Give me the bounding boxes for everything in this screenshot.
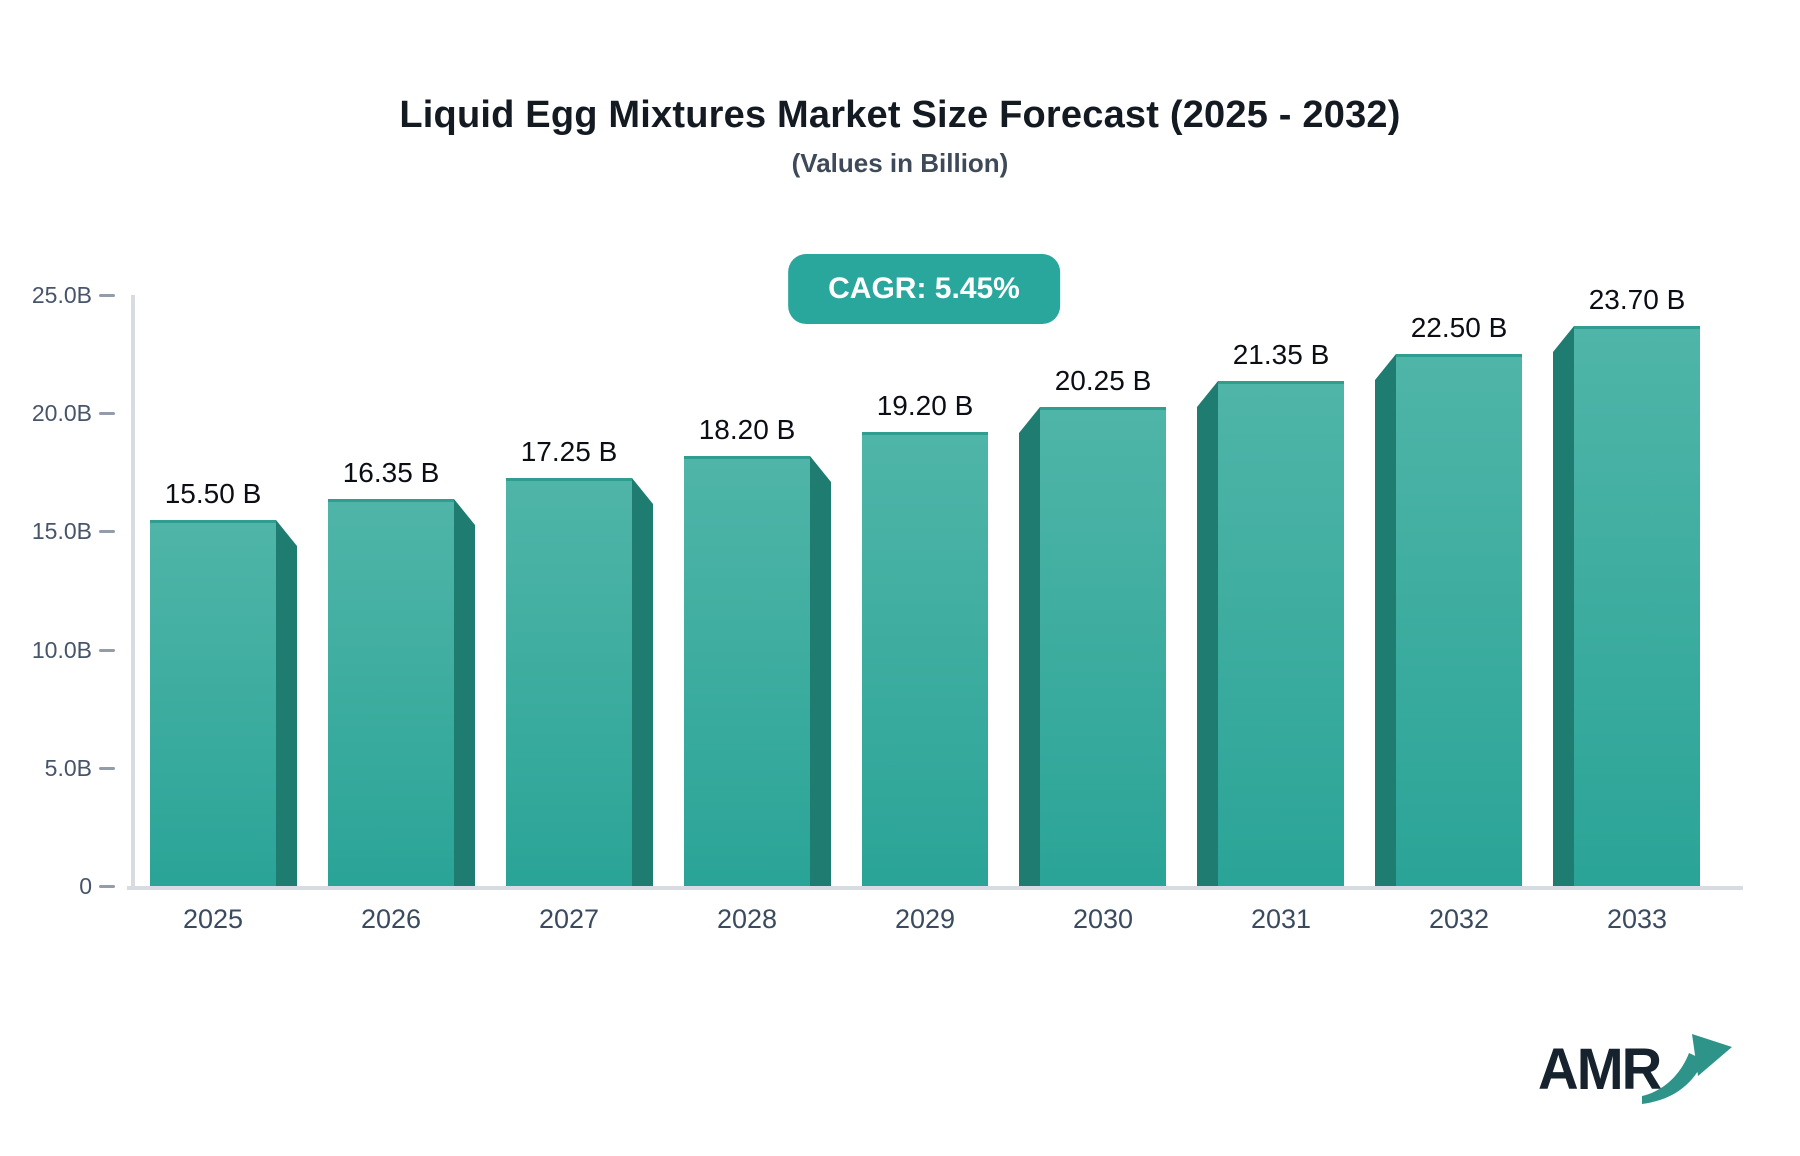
y-axis-line [131,295,135,890]
growth-arrow-icon [1642,1034,1732,1104]
x-axis-label: 2026 [360,904,422,934]
y-axis-tick [99,530,115,534]
y-axis-label: 10.0B [31,636,92,663]
x-axis-label: 2030 [1072,904,1134,934]
chart-title: Liquid Egg Mixtures Market Size Forecast… [399,94,1401,136]
y-axis-tick [99,648,115,652]
bar-value-label: 20.25 B [1054,365,1152,396]
bar-value-label: 15.50 B [164,478,262,509]
bar [1574,326,1700,886]
x-axis-label: 2028 [716,904,778,934]
x-axis-label: 2033 [1606,904,1668,934]
bar-3d-side [454,499,475,886]
cagr-badge: CAGR: 5.45% [788,254,1060,324]
x-axis-label: 2025 [182,904,244,934]
bar [862,432,988,886]
bar-3d-side [632,478,653,886]
bar-3d-side [1553,326,1574,886]
y-axis-label: 20.0B [31,400,92,427]
bar [506,478,632,886]
bar-value-label: 17.25 B [520,436,618,467]
bar-value-label: 18.20 B [698,414,796,445]
bar-3d-side [810,456,831,886]
cagr-badge-label: CAGR: 5.45% [828,272,1020,305]
y-axis-tick [99,766,115,770]
bar-3d-side [1375,354,1396,886]
bar [1040,407,1166,886]
x-axis-label: 2031 [1250,904,1312,934]
bar-value-label: 22.50 B [1410,312,1508,343]
y-axis-tick [99,412,115,416]
bar [150,520,276,886]
bar [684,456,810,886]
bar-3d-side [276,520,297,886]
x-axis-label: 2032 [1428,904,1490,934]
bar-value-label: 16.35 B [342,457,440,488]
y-axis-label: 0 [79,873,92,899]
bar-3d-side [1019,407,1040,886]
y-axis-label: 5.0B [44,754,92,781]
bar-3d-side [1197,381,1218,886]
y-axis-label: 25.0B [31,282,92,308]
bar-value-label: 23.70 B [1588,284,1686,315]
y-axis-tick [99,294,115,297]
bar [1218,381,1344,886]
amr-logo-text: AMR [1538,1037,1662,1102]
x-axis-line [127,886,1743,890]
x-axis-label: 2027 [538,904,600,934]
bar-value-label: 19.20 B [876,390,974,421]
amr-logo: AMR [1538,1028,1768,1128]
bar-value-label: 21.35 B [1232,339,1330,370]
x-axis-label: 2029 [894,904,956,934]
bar [328,499,454,886]
y-axis-tick [99,885,115,888]
bar [1396,354,1522,886]
y-axis-label: 15.0B [31,518,92,545]
chart-subtitle: (Values in Billion) [791,148,1009,178]
